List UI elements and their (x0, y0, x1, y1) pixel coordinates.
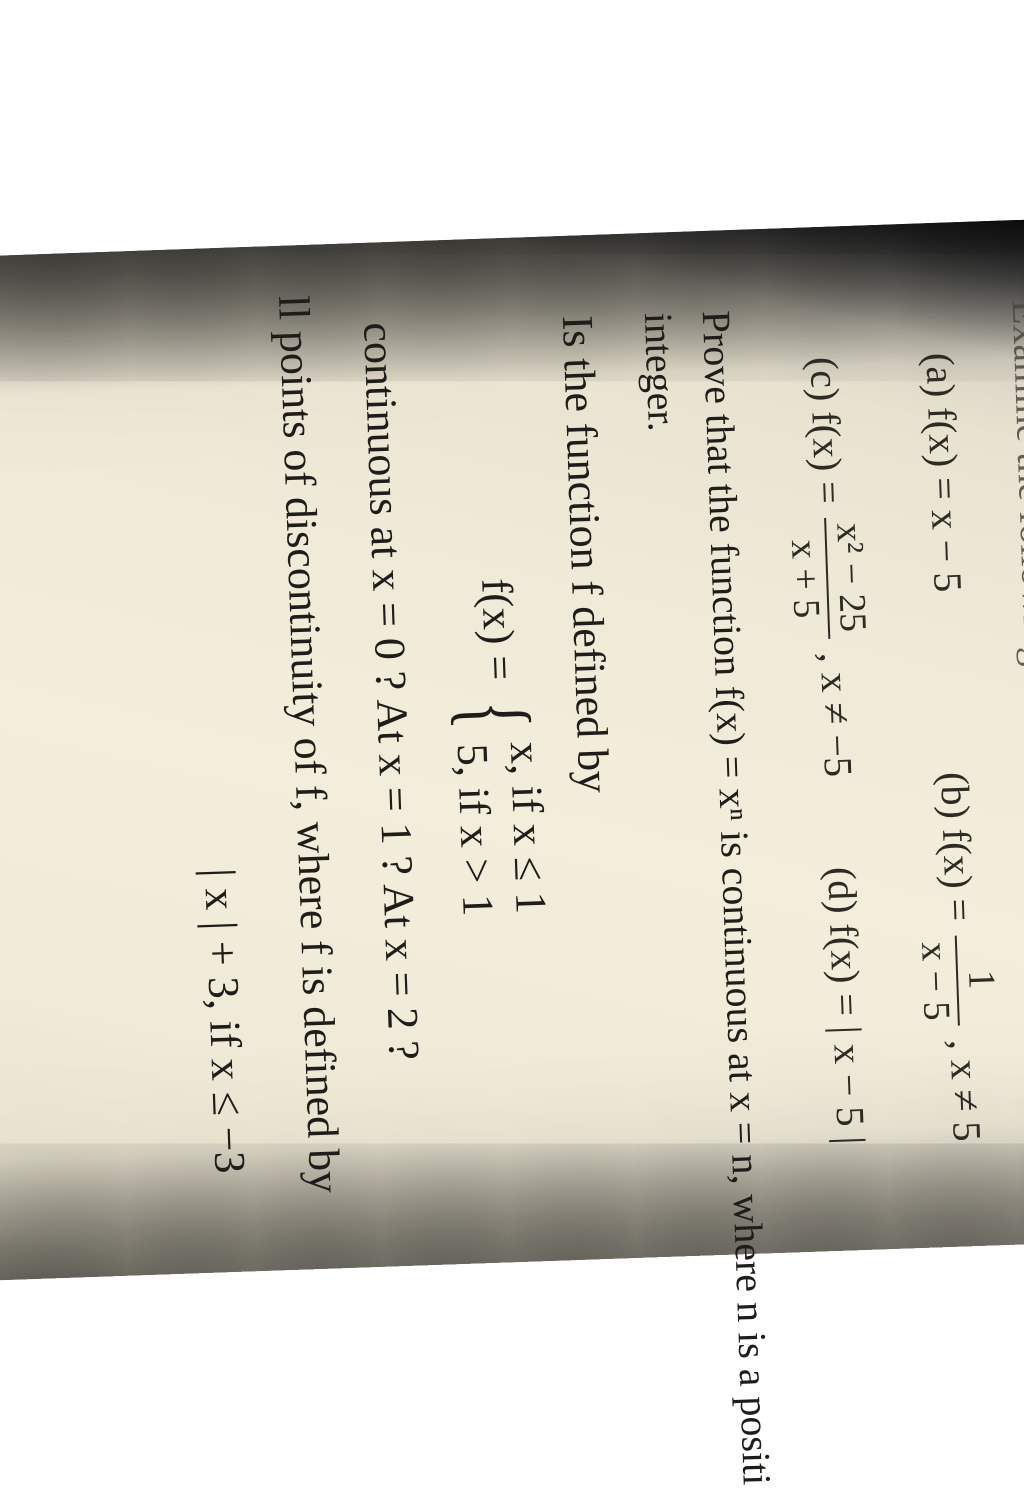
label: (c) (802, 356, 849, 412)
label: (d) (819, 866, 866, 924)
numerator: x² − 25 (824, 516, 872, 638)
label: (b) (932, 771, 979, 829)
option-b: (b) f(x) = 1 x − 5 , x ≠ 5 (932, 771, 990, 1142)
option-a: (a) f(x) = x − 5 (916, 302, 971, 603)
option-d: (d) f(x) = | x − 5 | (819, 866, 874, 1145)
text: ll points of discontinuity of f, where f… (269, 294, 349, 1193)
case-row-2: 5, if x > 1 (445, 743, 504, 917)
discontinuity-line: ll points of discontinuity of f, where f… (261, 294, 357, 1230)
piecewise-def: f(x) = { x, if x ≤ 1 5, if x > 1 (430, 317, 567, 1224)
fraction-b: 1 x − 5 (913, 930, 1002, 1031)
text: Examine the following functions for cont… (1004, 299, 1024, 1062)
cases: x, if x ≤ 1 5, if x > 1 (445, 741, 557, 917)
expr-prefix: f(x) = (472, 578, 525, 692)
page-content: at x = 0, at x = −3 and at x = 5. Examin… (169, 294, 1024, 1233)
expr-suffix: , x ≠ 5 (941, 1039, 990, 1142)
label: (a) (917, 352, 964, 408)
left-brace: { (453, 699, 541, 730)
text: Prove that the function f(x) = xⁿ is con… (694, 310, 780, 1486)
continuous-question: continuous at x = 0 ? At x = 1 ? At x = … (346, 321, 441, 1227)
denominator: x + 5 (783, 518, 829, 640)
textbook-page: at x = 0, at x = −3 and at x = 5. Examin… (0, 212, 1024, 1288)
text: Is the function f defined by (553, 315, 619, 794)
text: continuous at x = 0 ? At x = 1 ? At x = … (354, 322, 429, 1061)
row-ab: (a) f(x) = x − 5 (b) f(x) = 1 x − 5 , x … (891, 302, 1008, 1208)
fraction-c: x² − 25 x + 5 (782, 512, 872, 644)
expr-prefix: f(x) = (934, 828, 983, 932)
text: integer. (636, 312, 685, 432)
expr: f(x) = | x − 5 | (821, 923, 874, 1146)
expr: f(x) = x − 5 (919, 406, 970, 593)
text: | x | + 3, if x ≤ −3 (195, 867, 255, 1174)
denominator: x − 5 (913, 935, 958, 1027)
numerator: 1 (955, 934, 1002, 1026)
case-row-1: x, if x ≤ 1 (498, 741, 557, 915)
expr-suffix: , x ≠ −5 (812, 652, 861, 778)
last-partial-line: | x | + 3, if x ≤ −3 (169, 327, 264, 1233)
option-c: (c) f(x) = x² − 25 x + 5 , x ≠ −5 (800, 306, 862, 788)
row-cd: (c) f(x) = x² − 25 x + 5 , x ≠ −5 (d) f(… (775, 306, 892, 1212)
expr-prefix: f(x) = (804, 410, 853, 514)
